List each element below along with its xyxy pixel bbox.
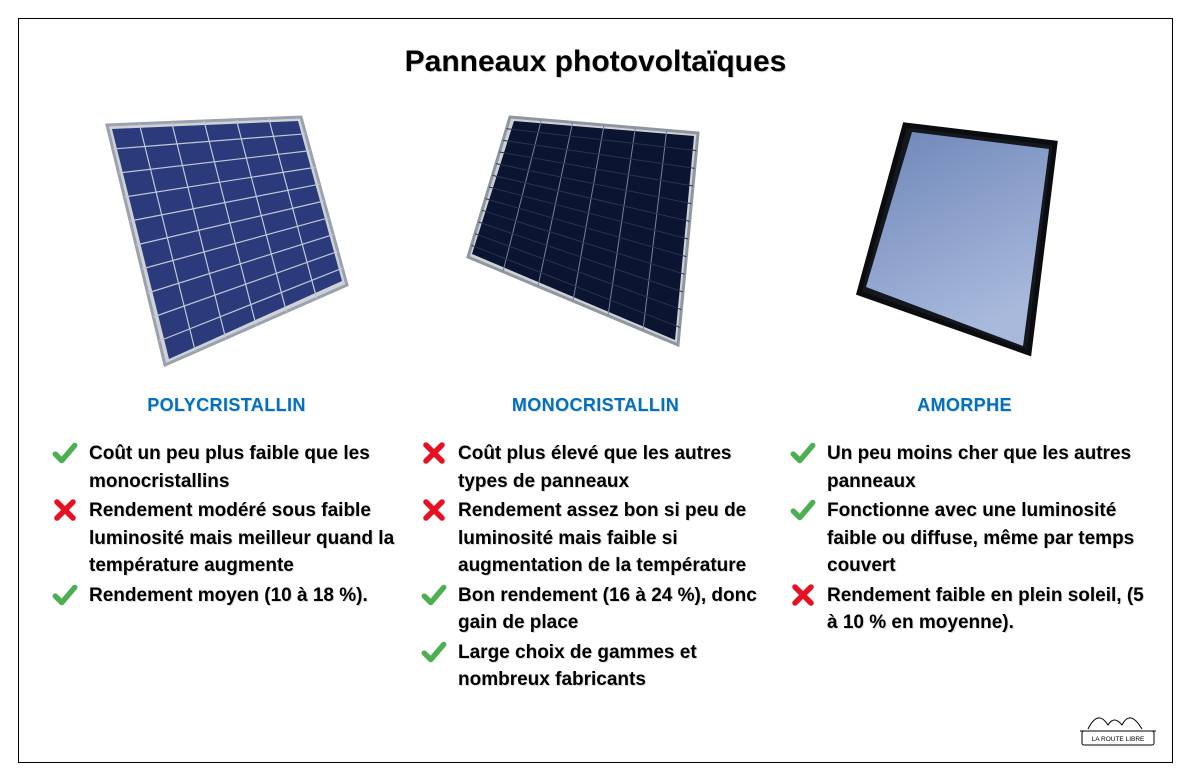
check-icon bbox=[789, 440, 817, 466]
column-amorphe: AMORPHE Un peu moins cher que les autres… bbox=[785, 97, 1144, 694]
mono-label: MONOCRISTALLIN bbox=[416, 395, 775, 416]
cross-icon bbox=[420, 497, 448, 523]
amorphe-panel-illustration bbox=[785, 97, 1144, 387]
bullet-item: Rendement faible en plein soleil, (5 à 1… bbox=[789, 582, 1144, 637]
infographic-frame: Panneaux photovoltaïques POLYCRISTALLIN … bbox=[18, 18, 1173, 763]
bullet-item: Rendement modéré sous faible luminosité … bbox=[51, 497, 406, 580]
bullet-text: Large choix de gammes et nombreux fabric… bbox=[458, 639, 775, 694]
poly-bullets: Coût un peu plus faible que les monocris… bbox=[47, 440, 406, 609]
bullet-item: Fonctionne avec une luminosité faible ou… bbox=[789, 497, 1144, 580]
bullet-text: Rendement moyen (10 à 18 %). bbox=[89, 582, 406, 610]
brand-logo: LA ROUTE LIBRE bbox=[1076, 701, 1160, 754]
logo-text: LA ROUTE LIBRE bbox=[1092, 736, 1145, 743]
column-poly: POLYCRISTALLIN Coût un peu plus faible q… bbox=[47, 97, 406, 694]
bullet-item: Un peu moins cher que les autres panneau… bbox=[789, 440, 1144, 495]
bullet-item: Rendement assez bon si peu de luminosité… bbox=[420, 497, 775, 580]
check-icon bbox=[420, 639, 448, 665]
page-title: Panneaux photovoltaïques bbox=[47, 45, 1144, 79]
amorphe-label: AMORPHE bbox=[785, 395, 1144, 416]
bullet-item: Bon rendement (16 à 24 %), donc gain de … bbox=[420, 582, 775, 637]
mono-panel-illustration bbox=[416, 97, 775, 387]
bullet-text: Rendement modéré sous faible luminosité … bbox=[89, 497, 406, 580]
bullet-item: Large choix de gammes et nombreux fabric… bbox=[420, 639, 775, 694]
poly-label: POLYCRISTALLIN bbox=[47, 395, 406, 416]
bullet-text: Coût un peu plus faible que les monocris… bbox=[89, 440, 406, 495]
cross-icon bbox=[51, 497, 79, 523]
bullet-text: Rendement faible en plein soleil, (5 à 1… bbox=[827, 582, 1144, 637]
bullet-text: Fonctionne avec une luminosité faible ou… bbox=[827, 497, 1144, 580]
poly-panel-illustration bbox=[47, 97, 406, 387]
bullet-text: Rendement assez bon si peu de luminosité… bbox=[458, 497, 775, 580]
bullet-item: Coût plus élevé que les autres types de … bbox=[420, 440, 775, 495]
column-mono: MONOCRISTALLIN Coût plus élevé que les a… bbox=[416, 97, 775, 694]
columns: POLYCRISTALLIN Coût un peu plus faible q… bbox=[47, 97, 1144, 694]
amorphe-bullets: Un peu moins cher que les autres panneau… bbox=[785, 440, 1144, 637]
cross-icon bbox=[789, 582, 817, 608]
check-icon bbox=[420, 582, 448, 608]
check-icon bbox=[51, 440, 79, 466]
check-icon bbox=[51, 582, 79, 608]
bullet-item: Coût un peu plus faible que les monocris… bbox=[51, 440, 406, 495]
bullet-text: Coût plus élevé que les autres types de … bbox=[458, 440, 775, 495]
bullet-text: Bon rendement (16 à 24 %), donc gain de … bbox=[458, 582, 775, 637]
check-icon bbox=[789, 497, 817, 523]
cross-icon bbox=[420, 440, 448, 466]
mono-bullets: Coût plus élevé que les autres types de … bbox=[416, 440, 775, 694]
bullet-text: Un peu moins cher que les autres panneau… bbox=[827, 440, 1144, 495]
bullet-item: Rendement moyen (10 à 18 %). bbox=[51, 582, 406, 610]
